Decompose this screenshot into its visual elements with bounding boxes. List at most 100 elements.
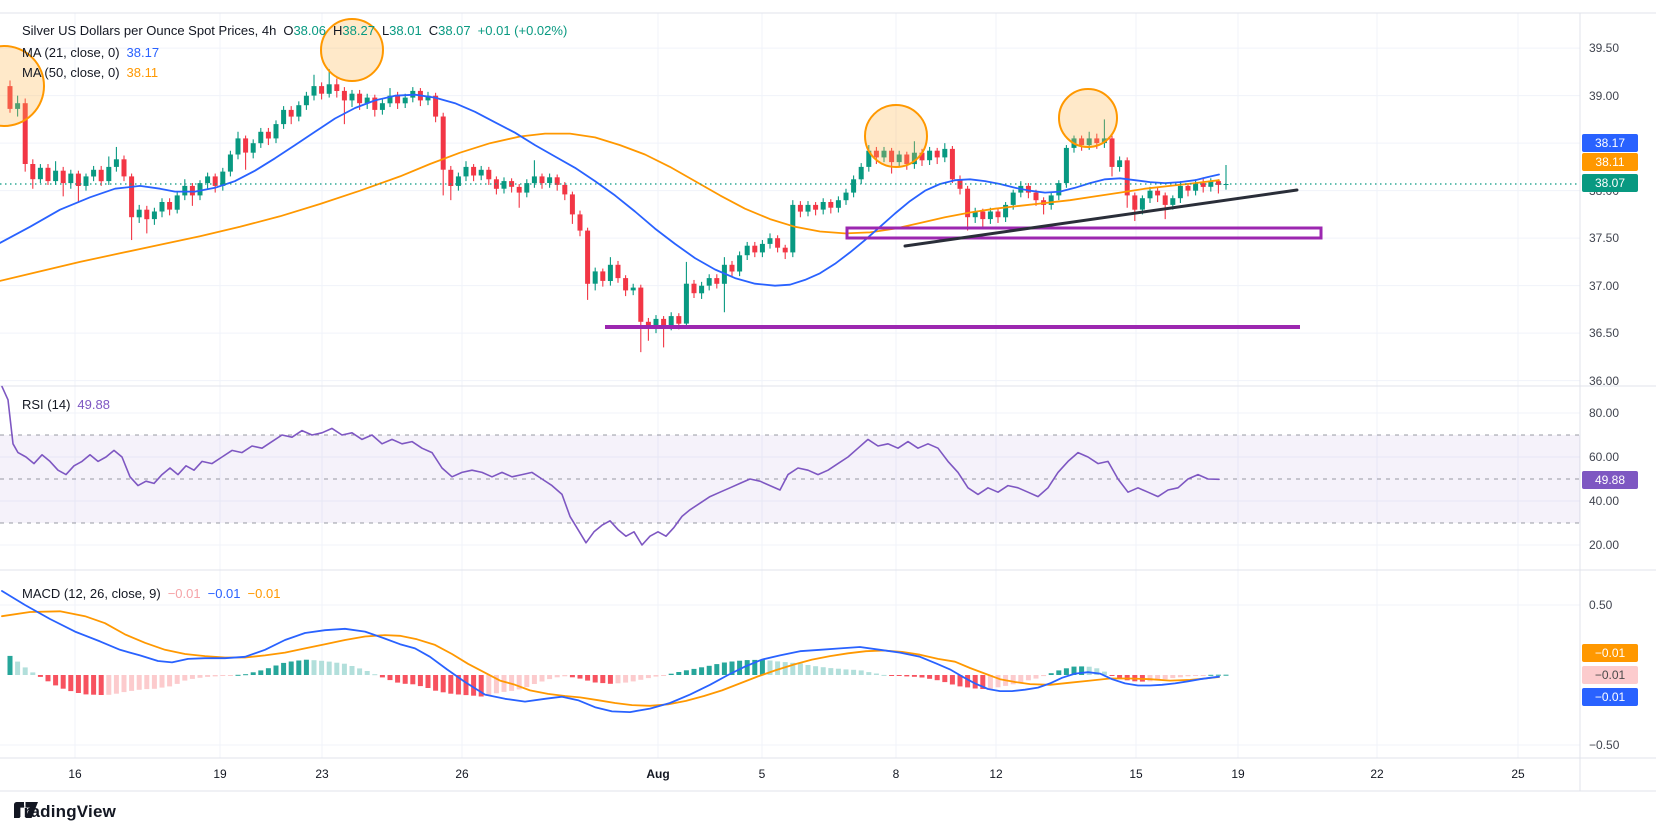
macd-hist-bar xyxy=(623,675,629,683)
rsi-tick-label: 60.00 xyxy=(1589,450,1620,464)
highlight-circle-drawing[interactable] xyxy=(864,104,928,168)
candle-body xyxy=(45,167,51,182)
price-tick-label: 39.00 xyxy=(1589,88,1620,103)
price-tick-label: 36.00 xyxy=(1589,373,1620,388)
candle-body xyxy=(1010,192,1016,205)
time-tick-label: Aug xyxy=(646,767,670,781)
macd-hist-bar xyxy=(1101,671,1107,675)
candle-body xyxy=(1155,190,1161,196)
macd-hist-bar xyxy=(60,675,66,689)
macd-hist-bar xyxy=(516,675,522,690)
macd-hist-bar xyxy=(851,669,857,675)
macd-hist-bar xyxy=(311,660,317,675)
candle-body xyxy=(547,177,553,183)
tradingview-logo[interactable]: TradingView xyxy=(14,802,116,822)
macd-hist-bar xyxy=(972,675,978,689)
resistance-zone-drawing[interactable] xyxy=(845,226,1323,240)
candle-body xyxy=(319,86,325,94)
price-panel[interactable] xyxy=(0,13,1580,386)
candle-body xyxy=(577,214,583,231)
candle-body xyxy=(60,170,66,184)
macd-hist-bar xyxy=(45,675,51,682)
candle-body xyxy=(661,318,667,326)
macd-hist-bar xyxy=(942,675,948,683)
macd-hist-bar xyxy=(539,675,545,682)
candle-body xyxy=(706,278,712,286)
candle-body xyxy=(1200,183,1206,187)
candle-body xyxy=(919,152,925,161)
macd-hist-bar xyxy=(980,675,986,689)
macd-hist-bar xyxy=(1109,675,1115,676)
candle-body xyxy=(144,209,150,220)
candle-body xyxy=(569,194,575,215)
highlight-circle-drawing[interactable] xyxy=(0,45,45,127)
macd-hist-bar xyxy=(638,675,644,680)
candle-body xyxy=(440,116,446,170)
macd-hist-bar xyxy=(554,675,560,678)
macd-hist-bar xyxy=(273,665,279,675)
macd-hist-bar xyxy=(7,655,13,675)
time-axis[interactable] xyxy=(0,758,1580,791)
candle-body xyxy=(934,150,940,158)
symbol-legend-row[interactable]: Silver US Dollars per Ounce Spot Prices,… xyxy=(22,23,567,38)
candle-body xyxy=(7,86,13,109)
candle-body xyxy=(509,181,515,187)
macd-hist-bar xyxy=(995,675,1001,688)
ohlc-close: C38.07 xyxy=(428,23,471,38)
macd-hist-bar xyxy=(364,671,370,675)
macd-hist-bar xyxy=(501,675,507,692)
macd-legend-row[interactable]: MACD (12, 26, close, 9) −0.01 −0.01 −0.0… xyxy=(22,586,280,601)
candle-body xyxy=(167,202,173,210)
last-price-badge: 38.07 xyxy=(1582,174,1638,192)
candle-body xyxy=(129,176,135,218)
macd-hist-bar xyxy=(235,674,241,676)
candle-body xyxy=(995,211,1001,218)
macd-hist-bar xyxy=(767,660,773,675)
macd-hist-bar xyxy=(174,675,180,684)
candle-body xyxy=(501,181,507,189)
macd-hist-bar xyxy=(1018,675,1024,683)
macd-hist-bar xyxy=(934,675,940,681)
ma21-legend-row[interactable]: MA (21, close, 0) 38.17 xyxy=(22,45,159,60)
candle-body xyxy=(265,131,271,139)
macd-hist-bar xyxy=(75,675,81,693)
ma50-price-badge: 38.11 xyxy=(1582,153,1638,171)
highlight-circle-drawing[interactable] xyxy=(320,18,384,82)
macd-hist-bar xyxy=(417,675,423,687)
macd-hist-bar xyxy=(387,675,393,681)
ma21-price-badge: 38.17 xyxy=(1582,134,1638,152)
macd-hist-bar xyxy=(471,675,477,696)
macd-hist-bar xyxy=(1208,674,1214,676)
candle-body xyxy=(607,264,613,281)
candle-body xyxy=(37,167,43,180)
macd-hist-bar xyxy=(1177,675,1183,678)
price-change: +0.01 (+0.02%) xyxy=(477,23,568,38)
ma50-legend-row[interactable]: MA (50, close, 0) 38.11 xyxy=(22,65,158,80)
candle-body xyxy=(668,316,674,326)
macd-hist-bar xyxy=(1215,674,1221,676)
ma21-line xyxy=(0,93,1220,287)
candle-body xyxy=(243,138,249,153)
candle-body xyxy=(326,84,332,94)
candle-body xyxy=(151,211,157,220)
candle-body xyxy=(676,316,682,324)
macd-hist-bar xyxy=(113,675,119,694)
rsi-legend-row[interactable]: RSI (14) 49.88 xyxy=(22,397,110,412)
candle-body xyxy=(1215,181,1221,185)
macd-hist-bar xyxy=(630,675,636,682)
highlight-circle-drawing[interactable] xyxy=(1058,88,1118,148)
macd-hist-bar xyxy=(782,662,788,675)
macd-tick-label: 0.50 xyxy=(1589,598,1613,612)
trendline-drawing[interactable] xyxy=(903,188,1299,248)
candle-body xyxy=(448,169,454,186)
candle-body xyxy=(1170,198,1176,205)
macd-hist-bar xyxy=(53,675,59,686)
rsi-panel[interactable] xyxy=(0,386,1580,570)
macd-hist-bar xyxy=(372,674,378,676)
macd-hist-bar xyxy=(410,675,416,685)
macd-hist-bar xyxy=(136,675,142,690)
macd-hist-bar xyxy=(683,670,689,675)
candle-body xyxy=(585,230,591,284)
rsi-tick-label: 20.00 xyxy=(1589,538,1620,552)
macd-hist-bar xyxy=(144,675,150,690)
